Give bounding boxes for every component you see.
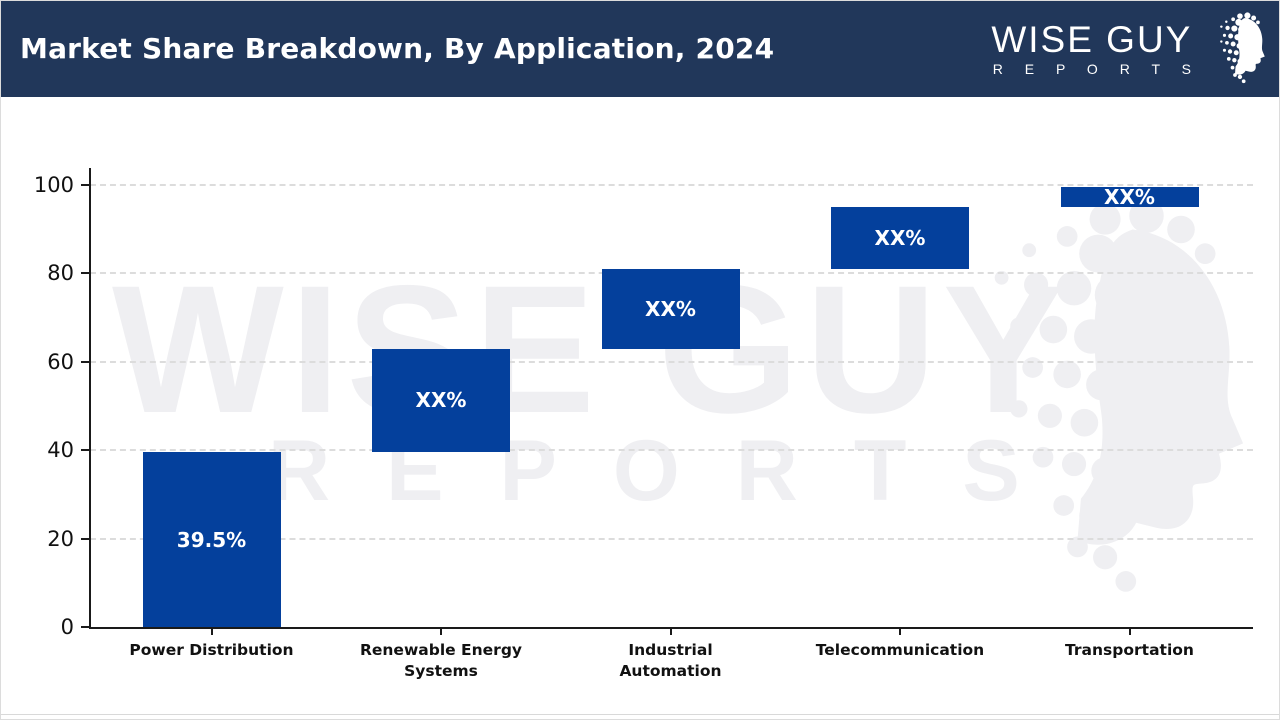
gridline-40 [90,449,1253,452]
y-tick-label-0: 0 [60,615,74,639]
gridline-20 [90,537,1253,540]
brand-name: WISE GUY [991,18,1193,60]
category-label-3: Industrial Automation [571,640,771,682]
brand-logo: WISE GUY R E P O R T S [984,7,1280,91]
bar-value-label-1: 39.5% [176,527,247,552]
bar-value-label-3: XX% [645,296,696,321]
brand-subtitle: R E P O R T S [992,60,1200,77]
category-label-text: Industrial Automation [619,641,722,680]
y-tick-40 [81,449,89,452]
x-tick-4 [899,628,901,635]
brand-logo-text: WISE GUY R E P O R T S [984,21,1200,77]
page-title: Market Share Breakdown, By Application, … [20,32,775,65]
category-label-2: Renewable Energy Systems [341,640,541,682]
y-tick-label-100: 100 [33,173,74,197]
y-tick-0 [81,626,89,628]
bar-segment-5: XX% [1060,185,1199,210]
x-tick-2 [440,628,442,635]
y-tick-label-40: 40 [47,438,74,463]
category-label-text: Transportation [1065,641,1194,659]
gridline-100 [90,184,1253,186]
brand-head-icon [1220,11,1265,83]
y-axis-spine [89,168,91,629]
bar-value-label-5: XX% [1104,185,1155,210]
category-label-1: Power Distribution [112,640,312,661]
x-axis-spine [89,627,1253,629]
bar-segment-2: XX% [372,348,510,453]
category-label-text: Power Distribution [129,641,294,659]
y-tick-label-20: 20 [47,526,74,551]
category-label-text: Telecommunication [815,641,985,659]
x-tick-1 [210,628,213,635]
category-label-5: Transportation [1030,640,1230,661]
category-label-4: Telecommunication [800,640,1000,661]
y-tick-80 [81,272,89,275]
y-tick-60 [81,360,89,363]
x-tick-5 [1128,628,1131,635]
header-bar: Market Share Breakdown, By Application, … [0,0,1280,97]
bar-segment-1: 39.5% [142,452,281,627]
y-tick-label-60: 60 [47,349,74,374]
gridline-60 [90,360,1253,363]
footer-divider [0,714,1280,715]
bar-segment-3: XX% [601,268,740,349]
bar-value-label-4: XX% [874,226,926,251]
y-tick-label-80: 80 [47,261,74,286]
y-tick-100 [81,184,89,186]
bar-value-label-2: XX% [415,388,467,413]
category-label-text: Renewable Energy Systems [359,641,523,680]
bar-segment-4: XX% [831,207,969,269]
x-tick-3 [669,628,672,635]
y-tick-20 [81,537,89,540]
